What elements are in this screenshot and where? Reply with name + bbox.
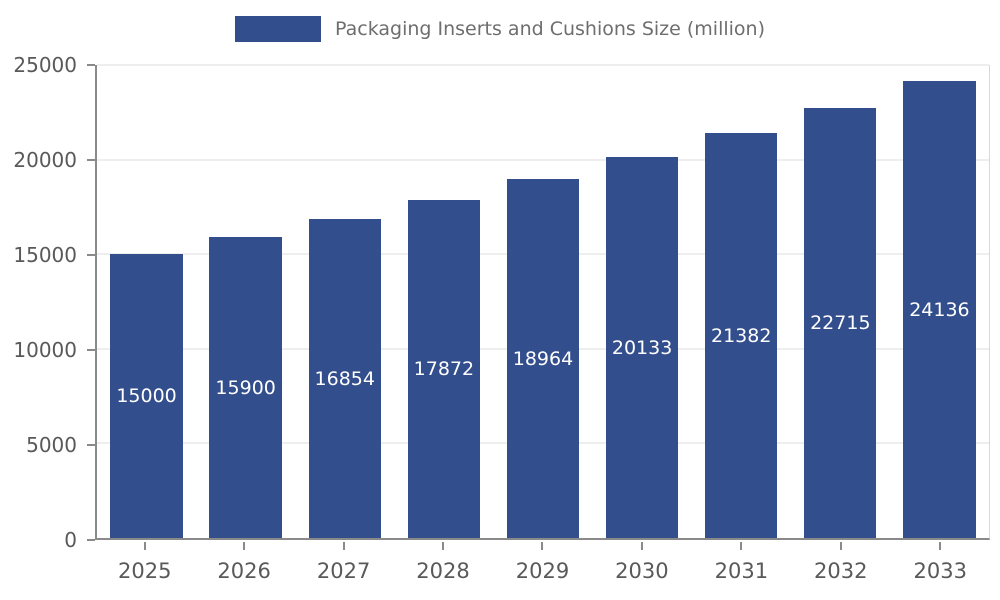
y-axis-tick-mark — [87, 159, 95, 161]
gridline — [97, 64, 989, 66]
bar-slot: 22715 — [791, 65, 890, 538]
y-axis: 0 5000 10000 15000 20000 25000 — [0, 53, 95, 552]
x-axis-label: 2032 — [791, 542, 890, 583]
bar-value-label: 24136 — [909, 298, 970, 321]
x-axis-label: 2025 — [95, 542, 194, 583]
x-axis-label: 2030 — [592, 542, 691, 583]
bar-slot: 16854 — [295, 65, 394, 538]
bar: 16854 — [308, 219, 381, 538]
bars-row: 15000 15900 16854 17872 18964 20133 21382 22715… — [97, 65, 989, 538]
y-axis-tick-label: 15000 — [13, 243, 77, 267]
x-axis-tick-mark — [342, 542, 345, 550]
y-axis-tick-label: 20000 — [13, 148, 77, 172]
x-axis-tick-mark — [939, 542, 942, 550]
y-axis-tick-label: 5000 — [26, 433, 77, 457]
y-axis-tick-mark — [87, 349, 95, 351]
bar-slot: 15000 — [97, 65, 196, 538]
bar: 15000 — [110, 254, 183, 538]
y-axis-tick-label: 10000 — [13, 338, 77, 362]
bar-slot: 18964 — [493, 65, 592, 538]
bar-slot: 15900 — [196, 65, 295, 538]
x-axis-tick-mark — [442, 542, 445, 550]
x-axis-tick-mark — [839, 542, 842, 550]
plot-area: 15000 15900 16854 17872 18964 20133 21382 22715… — [95, 64, 990, 540]
bar-slot: 17872 — [394, 65, 493, 538]
y-axis-tick-mark — [87, 444, 95, 446]
x-axis-label: 2031 — [692, 542, 791, 583]
legend-label: Packaging Inserts and Cushions Size (mil… — [335, 18, 765, 40]
bar-slot: 20133 — [593, 65, 692, 538]
x-axis-tick-mark — [640, 542, 643, 550]
gridline — [97, 159, 989, 161]
x-axis-labels: 2025 2026 2027 2028 2029 2030 2031 2032 2033 — [95, 542, 990, 583]
x-axis-label: 2026 — [194, 542, 293, 583]
bar: 20133 — [605, 157, 679, 538]
x-axis-tick-mark — [243, 542, 246, 550]
y-axis-tick-mark — [87, 254, 95, 256]
bar-slot: 24136 — [890, 65, 989, 538]
bar: 21382 — [705, 133, 778, 538]
bar-value-label: 22715 — [810, 312, 871, 335]
bar-slot: 21382 — [692, 65, 791, 538]
x-axis-label: 2027 — [294, 542, 393, 583]
chart-legend: Packaging Inserts and Cushions Size (mil… — [235, 16, 765, 42]
bar-value-label: 20133 — [611, 336, 673, 359]
bar-value-label: 16854 — [314, 367, 375, 390]
y-axis-tick-mark — [87, 64, 95, 66]
x-axis-label: 2028 — [393, 542, 492, 583]
x-axis-label: 2033 — [891, 542, 990, 583]
x-axis-tick-mark — [740, 542, 743, 550]
x-axis-tick-mark — [541, 542, 544, 550]
bar: 22715 — [804, 108, 877, 538]
y-axis-tick-mark — [87, 539, 95, 541]
legend-swatch — [235, 16, 321, 42]
bar: 17872 — [407, 199, 481, 538]
bar-value-label: 18964 — [512, 347, 574, 370]
bar-value-label: 15000 — [116, 385, 177, 408]
bar-value-label: 21382 — [710, 324, 772, 347]
bar: 15900 — [209, 237, 282, 538]
bar: 24136 — [903, 81, 976, 538]
x-axis-label: 2029 — [493, 542, 592, 583]
x-axis-tick-mark — [143, 542, 146, 550]
bar-value-label: 17872 — [413, 357, 475, 380]
bar-value-label: 15900 — [215, 376, 276, 399]
y-axis-tick-label: 25000 — [13, 53, 77, 77]
bar: 18964 — [506, 179, 580, 538]
y-axis-tick-label: 0 — [64, 528, 77, 552]
